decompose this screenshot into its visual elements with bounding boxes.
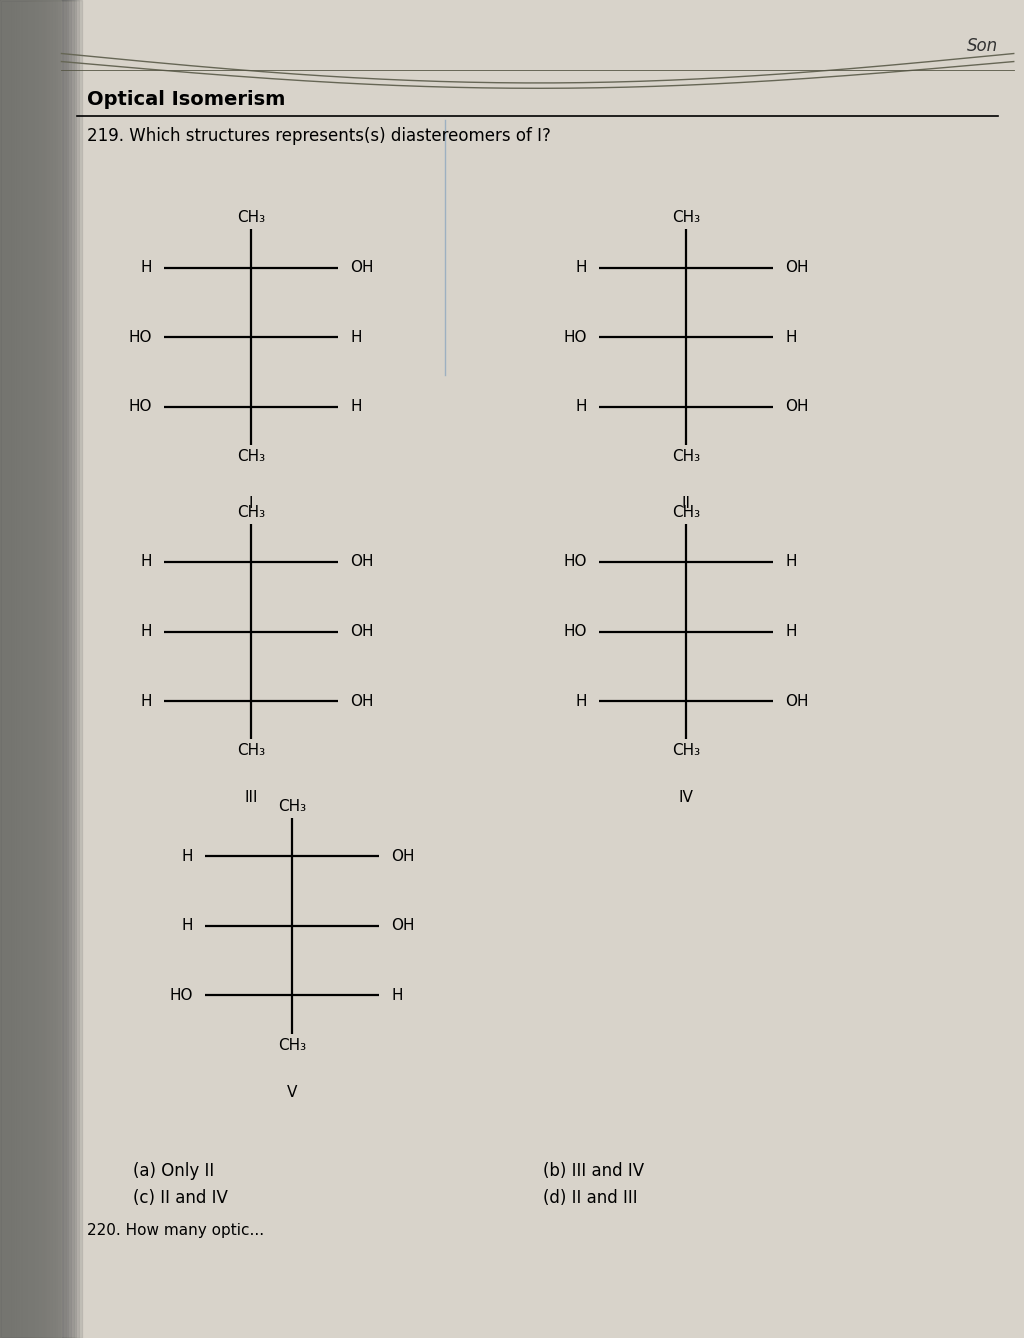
Text: (c) II and IV: (c) II and IV [133,1189,228,1207]
Text: OH: OH [350,554,374,570]
Text: H: H [785,554,797,570]
Bar [0,0,71,1338]
Text: H: H [785,329,797,345]
Text: H: H [140,693,152,709]
Text: HO: HO [128,329,152,345]
Text: OH: OH [785,693,809,709]
Bar [0,0,61,1338]
Bar [0,0,54,1338]
Text: H: H [575,693,587,709]
Text: OH: OH [350,693,374,709]
Bar [0,0,36,1338]
Bar [0,0,13,1338]
Bar [0,0,33,1338]
Text: (a) Only II: (a) Only II [133,1163,214,1180]
Bar [0,0,82,1338]
Text: HO: HO [169,987,193,1004]
Bar [0,0,66,1338]
Text: H: H [140,624,152,640]
Bar [0,0,25,1338]
Bar [0,0,52,1338]
Text: H: H [391,987,402,1004]
Bar [0,0,62,1338]
Text: CH₃: CH₃ [278,799,306,814]
Bar [0,0,22,1338]
Text: Son: Son [968,37,998,55]
Bar [0,0,16,1338]
Text: H: H [575,399,587,415]
Text: CH₃: CH₃ [278,1038,306,1053]
Text: (d) II and III: (d) II and III [543,1189,637,1207]
Bar [0,0,19,1338]
Text: 219. Which structures represents(s) diastereomers of I?: 219. Which structures represents(s) dias… [87,127,551,145]
Text: IV: IV [679,791,693,805]
Text: CH₃: CH₃ [237,504,265,519]
Text: HO: HO [563,624,587,640]
Text: CH₃: CH₃ [672,504,700,519]
Bar [0,0,38,1338]
Bar [0,0,69,1338]
Text: CH₃: CH₃ [237,210,265,225]
Text: CH₃: CH₃ [237,450,265,464]
Text: HO: HO [128,399,152,415]
Text: Optical Isomerism: Optical Isomerism [87,90,286,108]
Bar [0,0,46,1338]
Bar [0,0,49,1338]
Text: III: III [244,791,258,805]
Bar [0,0,11,1338]
Text: V: V [287,1085,297,1100]
Text: OH: OH [785,399,809,415]
Text: H: H [350,399,361,415]
Text: II: II [682,496,690,511]
Bar [0,0,3,1338]
Bar [0,0,5,1338]
Text: CH₃: CH₃ [672,450,700,464]
Text: 220. How many optic...: 220. How many optic... [87,1223,264,1238]
Text: I: I [249,496,253,511]
Bar [0,0,74,1338]
Text: H: H [140,260,152,276]
Bar [0,0,41,1338]
Text: OH: OH [391,918,415,934]
Bar [0,0,57,1338]
Text: OH: OH [350,624,374,640]
Bar [0,0,8,1338]
Text: H: H [181,848,193,864]
Text: CH₃: CH₃ [237,744,265,759]
Bar [0,0,77,1338]
Bar [0,0,30,1338]
Text: H: H [140,554,152,570]
Text: HO: HO [563,329,587,345]
Text: (b) III and IV: (b) III and IV [543,1163,644,1180]
Bar [0,0,44,1338]
Text: H: H [350,329,361,345]
Text: H: H [181,918,193,934]
Bar [0,0,28,1338]
Bar [0,0,79,1338]
Bar [0,0,60,1338]
Text: OH: OH [350,260,374,276]
Text: H: H [575,260,587,276]
Text: HO: HO [563,554,587,570]
Text: CH₃: CH₃ [672,210,700,225]
Text: OH: OH [785,260,809,276]
Text: OH: OH [391,848,415,864]
Text: H: H [785,624,797,640]
Text: CH₃: CH₃ [672,744,700,759]
